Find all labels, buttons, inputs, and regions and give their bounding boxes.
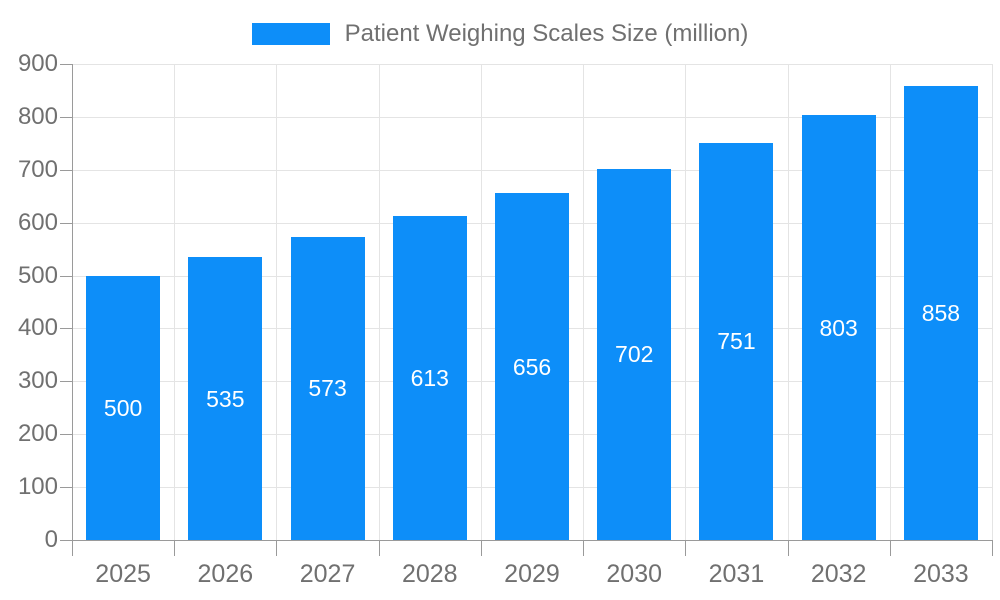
x-axis-tick-label: 2027 bbox=[299, 560, 356, 588]
y-axis-tick-label: 500 bbox=[17, 261, 58, 289]
v-gridline bbox=[276, 64, 278, 540]
y-axis-tick bbox=[60, 116, 72, 118]
v-gridline bbox=[378, 64, 380, 540]
x-axis-tick-label: 2025 bbox=[95, 560, 151, 588]
x-axis-line bbox=[72, 540, 992, 541]
bar-value-label: 858 bbox=[921, 300, 961, 327]
chart-legend[interactable]: Patient Weighing Scales Size (million) bbox=[0, 20, 1000, 48]
bar-value-label: 500 bbox=[103, 394, 143, 421]
x-axis-tick bbox=[787, 540, 789, 556]
x-axis-tick bbox=[685, 540, 687, 556]
x-axis-tick bbox=[992, 540, 993, 556]
h-gridline bbox=[72, 116, 992, 118]
y-axis-tick bbox=[60, 275, 72, 277]
bar[interactable]: 656 bbox=[495, 193, 569, 540]
y-axis-tick-label: 800 bbox=[17, 102, 58, 130]
x-axis-tick-label: 2031 bbox=[708, 560, 765, 588]
plot-area: 500 535 573 613 656 702 751 803 858 bbox=[60, 64, 993, 556]
x-axis-tick bbox=[378, 540, 380, 556]
x-axis-tick-label: 2028 bbox=[401, 560, 458, 588]
bar[interactable]: 500 bbox=[86, 275, 161, 540]
x-axis-tick bbox=[583, 540, 585, 556]
y-axis-tick-label: 700 bbox=[17, 155, 58, 183]
v-gridline bbox=[787, 64, 789, 540]
y-axis-tick-label: 0 bbox=[44, 526, 58, 553]
legend-swatch-icon bbox=[251, 23, 330, 45]
y-axis-tick-label: 300 bbox=[17, 367, 58, 395]
bar[interactable]: 613 bbox=[392, 215, 467, 540]
x-axis-tick-label: 2033 bbox=[913, 560, 969, 588]
y-axis-tick bbox=[60, 222, 72, 224]
legend-label: Patient Weighing Scales Size (million) bbox=[344, 20, 749, 47]
x-axis-tick-label: 2030 bbox=[606, 560, 663, 588]
y-axis-tick-label: 400 bbox=[17, 314, 58, 342]
bar[interactable]: 751 bbox=[699, 142, 774, 540]
bar-value-label: 751 bbox=[717, 328, 756, 355]
bar-value-label: 702 bbox=[615, 341, 654, 368]
y-axis-line bbox=[72, 64, 73, 556]
bar[interactable]: 858 bbox=[903, 86, 978, 540]
x-axis-tick-label: 2026 bbox=[197, 560, 254, 588]
y-axis-tick-label: 100 bbox=[17, 473, 58, 501]
x-axis-tick bbox=[174, 540, 176, 556]
bar[interactable]: 803 bbox=[801, 115, 876, 540]
h-gridline bbox=[72, 64, 992, 65]
y-axis-tick bbox=[60, 169, 72, 171]
y-axis-tick-label: 200 bbox=[17, 420, 58, 448]
bar-value-label: 613 bbox=[410, 364, 449, 391]
v-gridline bbox=[889, 64, 891, 540]
v-gridline bbox=[174, 64, 176, 540]
v-gridline bbox=[583, 64, 585, 540]
v-gridline bbox=[992, 64, 993, 540]
x-axis-tick bbox=[889, 540, 891, 556]
bar-value-label: 573 bbox=[308, 375, 347, 402]
y-axis-tick-label: 600 bbox=[17, 208, 58, 236]
x-axis-tick-label: 2032 bbox=[810, 560, 867, 588]
y-axis-tick bbox=[60, 434, 72, 436]
x-axis-tick bbox=[276, 540, 278, 556]
v-gridline bbox=[685, 64, 687, 540]
bar-value-label: 535 bbox=[206, 385, 245, 412]
y-axis-tick bbox=[60, 540, 72, 541]
y-axis-tick bbox=[60, 64, 72, 65]
bar-value-label: 656 bbox=[512, 353, 552, 380]
x-axis-tick bbox=[480, 540, 482, 556]
bar[interactable]: 702 bbox=[597, 168, 672, 540]
y-axis-tick-label: 900 bbox=[17, 50, 58, 77]
y-axis-tick bbox=[60, 381, 72, 383]
y-axis-tick bbox=[60, 328, 72, 330]
bar-value-label: 803 bbox=[819, 314, 858, 341]
bar[interactable]: 573 bbox=[290, 236, 365, 540]
x-axis-tick-label: 2029 bbox=[504, 560, 560, 588]
bar[interactable]: 535 bbox=[188, 257, 263, 540]
v-gridline bbox=[480, 64, 482, 540]
h-gridline bbox=[72, 169, 992, 171]
y-axis-tick bbox=[60, 487, 72, 489]
